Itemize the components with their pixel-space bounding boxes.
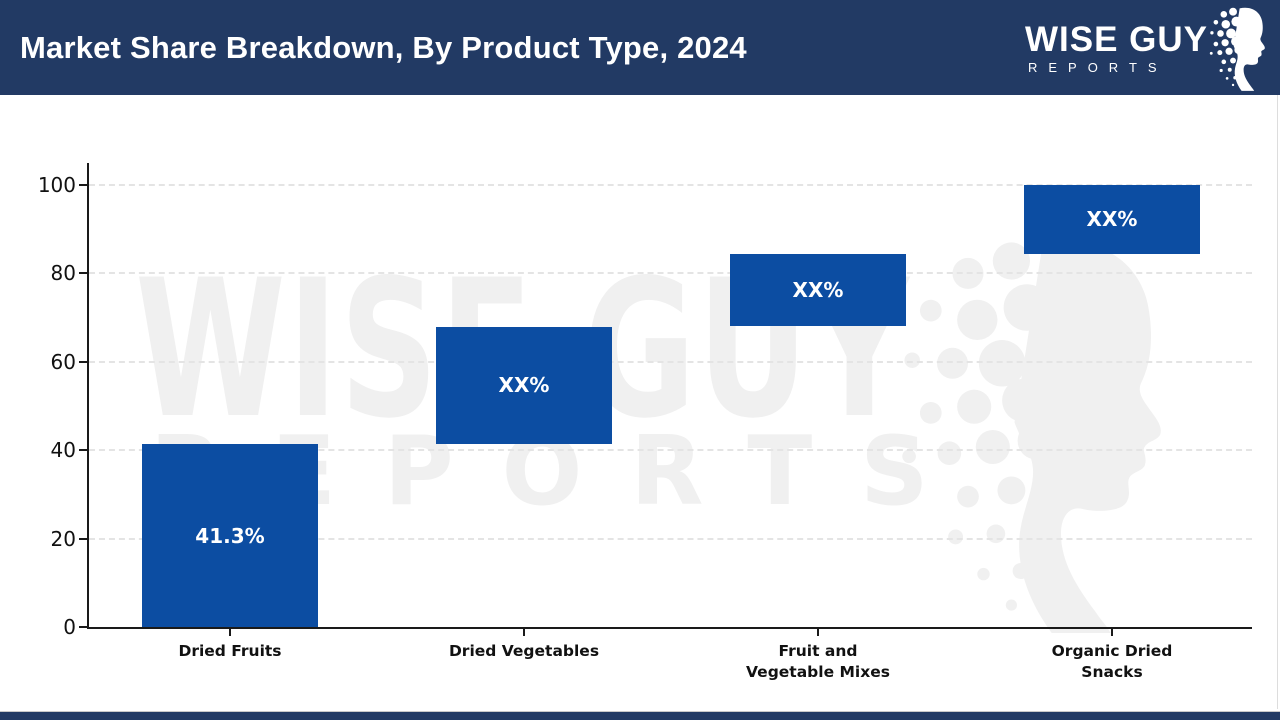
y-tick-mark-100	[79, 184, 87, 187]
x-category-label-line: Organic Dried	[1051, 642, 1173, 660]
x-category-label-fruit-and-vegetable-mixes: Fruit and Vegetable Mixes	[671, 641, 965, 683]
chart-area: WISE GUY REPORTS 0 20 40 60 80 100 41.3% Dried …	[0, 95, 1280, 712]
bar-value-label-organic-dried-snacks: XX%	[1086, 207, 1138, 232]
x-category-label-line: Dried Vegetables	[448, 642, 600, 660]
header-banner: Market Share Breakdown, By Product Type,…	[0, 0, 1280, 95]
bar-organic-dried-snacks	[1024, 185, 1200, 254]
logo-subtitle: REPORTS	[1027, 59, 1168, 75]
x-category-label-line: Dried Fruits	[178, 642, 282, 660]
gridline-100	[89, 184, 1252, 187]
wiseguy-logo: WISE GUY REPORTS	[1025, 5, 1270, 91]
y-tick-label-60: 60	[50, 349, 76, 374]
y-tick-label-40: 40	[50, 438, 76, 463]
page-title: Market Share Breakdown, By Product Type,…	[20, 29, 747, 65]
watermark-face-icon	[902, 242, 1161, 633]
x-category-label-line: Snacks	[1081, 662, 1143, 681]
bar-value-label-fruit-and-vegetable-mixes: XX%	[792, 278, 844, 303]
x-category-label-line: Vegetable Mixes	[746, 662, 890, 681]
gridline-20	[89, 537, 1252, 540]
x-tick-mark-fruit-and-vegetable-mixes	[817, 629, 819, 636]
y-axis-line	[87, 163, 89, 629]
y-tick-mark-20	[79, 537, 87, 540]
frame-right-hairline	[1277, 95, 1278, 709]
wiseguy-face-icon	[1209, 7, 1265, 91]
logo-wordmark: WISE GUY	[1024, 19, 1208, 59]
x-category-label-line: Fruit and	[778, 642, 858, 660]
wiseguy-logo-text: WISE GUY REPORTS	[1025, 22, 1208, 74]
bar-dried-vegetables	[436, 326, 612, 445]
y-tick-label-80: 80	[50, 261, 76, 286]
gridline-80	[89, 272, 1252, 275]
y-tick-mark-0	[79, 626, 87, 628]
bar-value-label-dried-fruits: 41.3%	[195, 523, 265, 548]
y-tick-label-20: 20	[50, 526, 76, 551]
y-tick-label-0: 0	[63, 615, 76, 639]
bar-fruit-and-vegetable-mixes	[730, 253, 906, 327]
x-category-label-dried-fruits: Dried Fruits	[83, 641, 377, 662]
y-tick-mark-40	[79, 449, 87, 452]
y-tick-mark-60	[79, 360, 87, 363]
y-tick-mark-80	[79, 272, 87, 275]
x-category-label-dried-vegetables: Dried Vegetables	[377, 641, 671, 662]
gridline-60	[89, 360, 1252, 363]
gridline-40	[89, 449, 1252, 452]
x-category-label-organic-dried-snacks: Organic Dried Snacks	[965, 641, 1259, 683]
x-tick-mark-dried-vegetables	[523, 629, 525, 636]
x-tick-mark-dried-fruits	[229, 629, 231, 636]
x-axis-line	[87, 627, 1252, 629]
footer-bar	[0, 711, 1280, 720]
y-tick-label-100: 100	[37, 173, 76, 198]
bar-dried-fruits	[142, 444, 318, 627]
x-tick-mark-organic-dried-snacks	[1111, 629, 1113, 636]
bar-value-label-dried-vegetables: XX%	[498, 373, 550, 398]
